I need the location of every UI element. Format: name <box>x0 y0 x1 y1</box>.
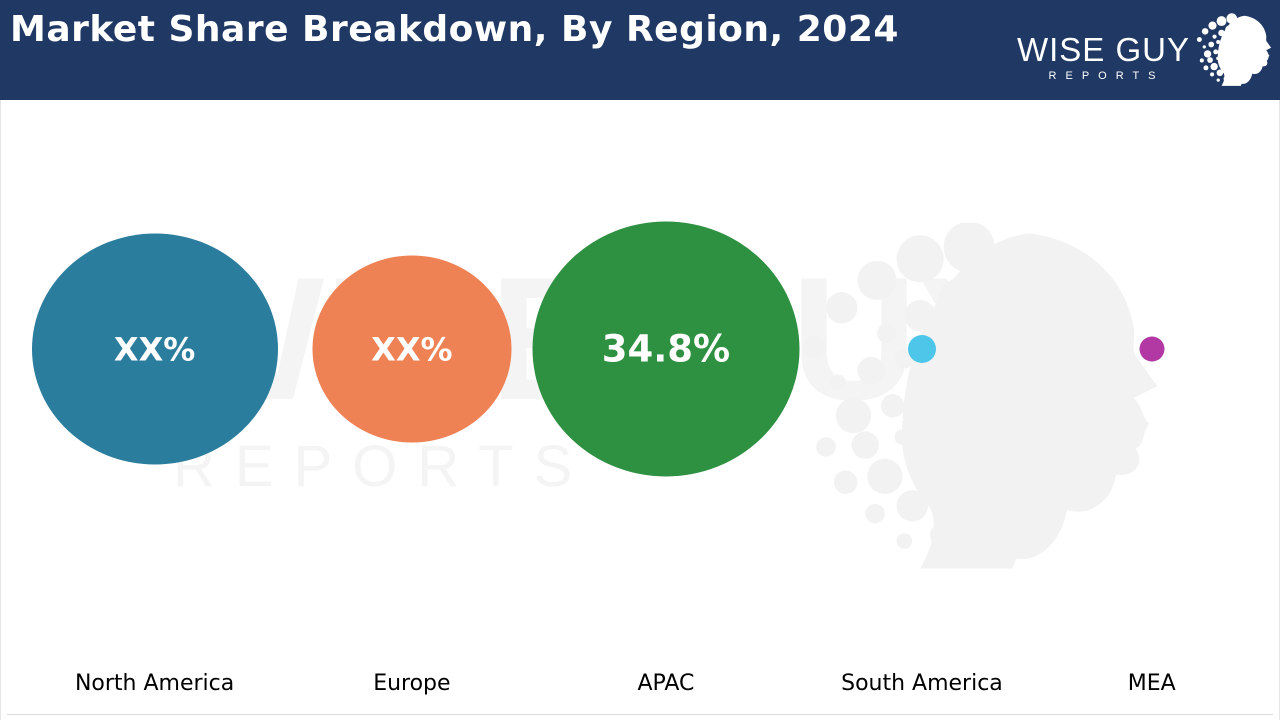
axis-baseline <box>7 714 1273 715</box>
category-label-south-america: South America <box>841 671 1003 696</box>
logo-subtext: R E P O R T S <box>1048 69 1159 82</box>
bubble-apac: 34.8% <box>532 221 800 477</box>
category-label-apac: APAC <box>637 671 695 696</box>
bubble-value-label: 34.8% <box>601 327 731 371</box>
logo-wordmark: WISE GUY <box>1016 30 1190 68</box>
logo-head-icon <box>1196 13 1272 86</box>
bubble-value-label: XX% <box>113 330 196 368</box>
header-bar: Market Share Breakdown, By Region, 2024 … <box>0 0 1280 100</box>
bubble-north-america: XX% <box>31 233 278 465</box>
chart-area: WISE GUY REPORTS XX%North AmericaXX%Euro… <box>0 100 1280 720</box>
bubble-plot: XX% North America XX% Europe 34.8% APAC South … <box>1 100 1280 720</box>
category-label-mea: MEA <box>1127 671 1176 696</box>
bubble-south-america <box>907 335 936 363</box>
logo-text: WISE GUY R E P O R T S <box>1017 33 1190 82</box>
wise-guy-logo: WISE GUY R E P O R T S <box>1017 5 1274 95</box>
bubble-mea <box>1139 336 1165 362</box>
category-label-north-america: North America <box>74 671 235 696</box>
bubble-europe: XX% <box>312 255 512 443</box>
page-title: Market Share Breakdown, By Region, 2024 <box>10 9 899 50</box>
watermark-subtext: REPORTS <box>173 434 593 499</box>
bubble-value-label: XX% <box>371 330 453 368</box>
category-label-europe: Europe <box>373 671 451 696</box>
